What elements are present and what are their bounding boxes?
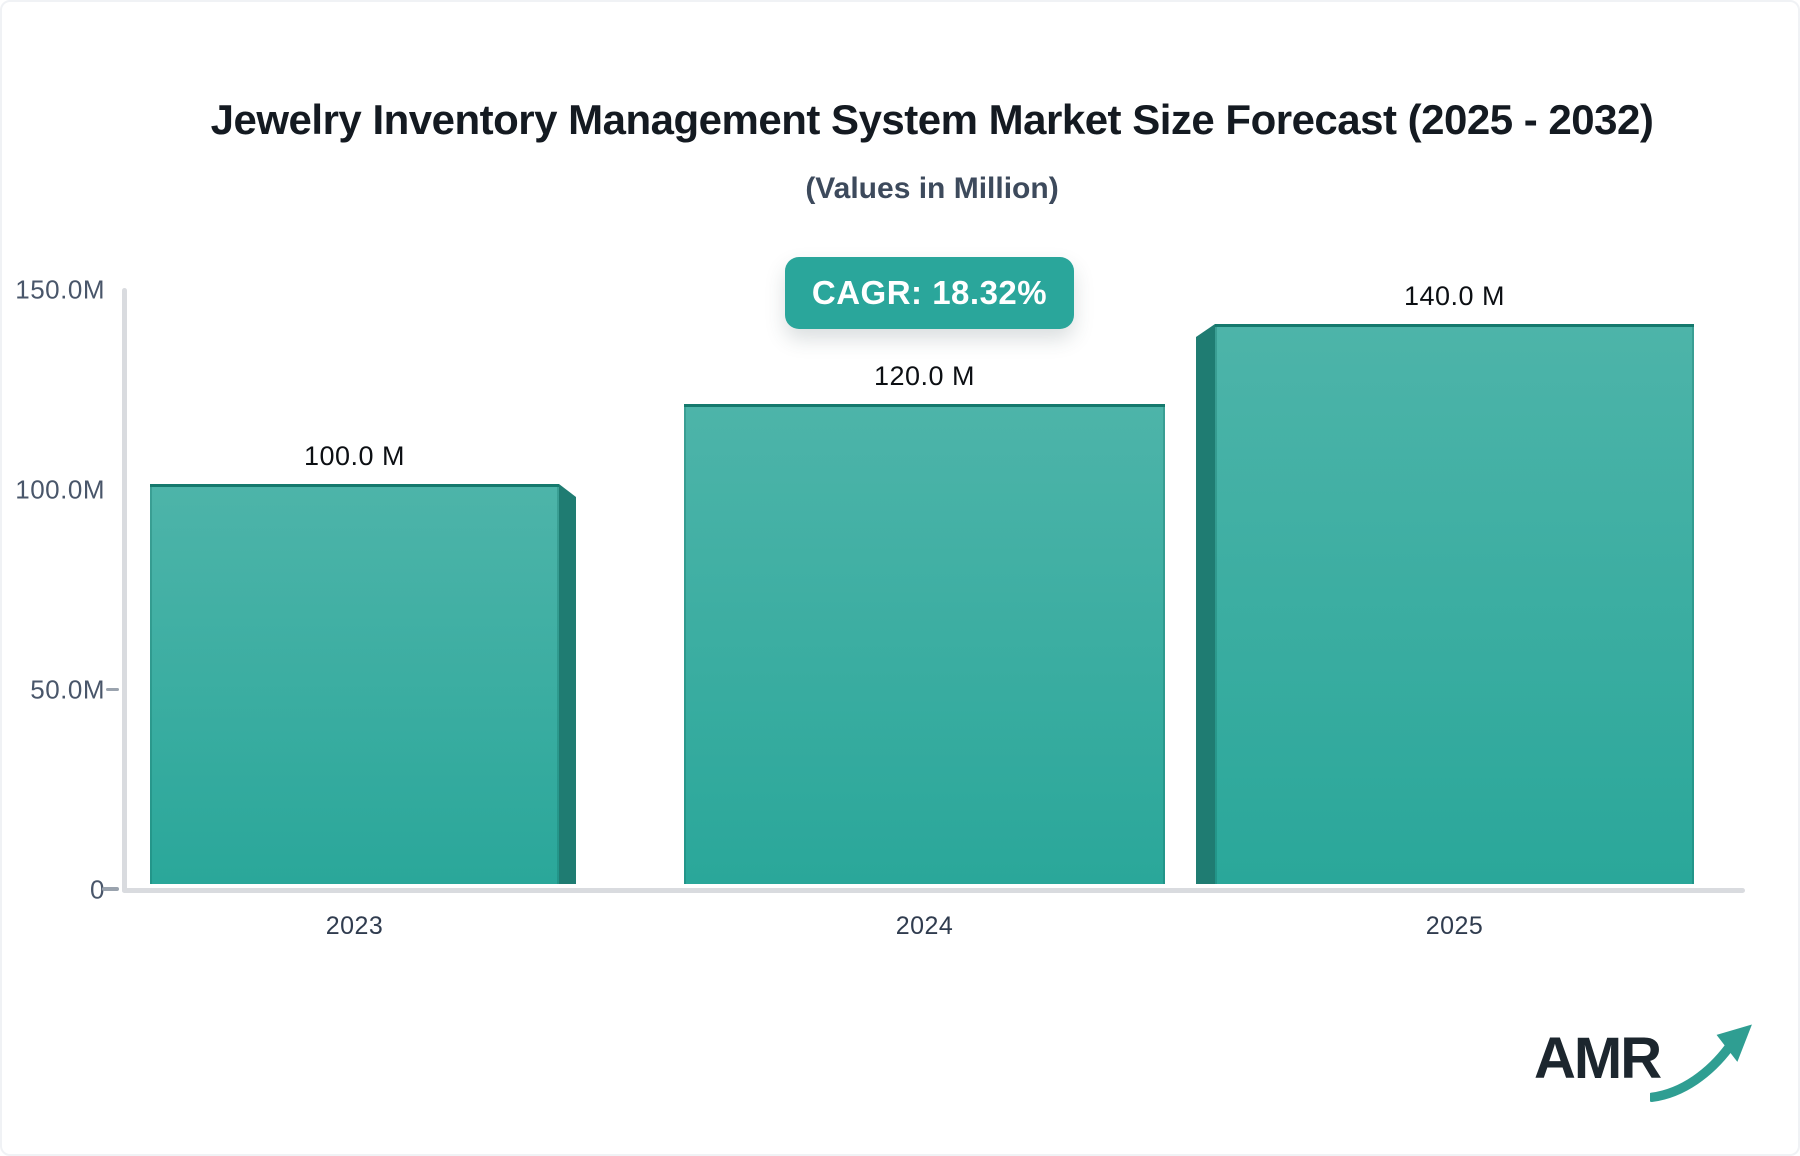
chart-subtitle: (Values in Million) — [805, 172, 1059, 205]
y-axis-line — [122, 288, 127, 893]
y-axis-tick-dash — [102, 887, 119, 891]
cagr-badge: CAGR: 18.32% — [785, 257, 1074, 329]
y-axis-tick-dash — [106, 688, 119, 691]
x-axis-category-label: 2025 — [1425, 912, 1484, 940]
y-axis-tick-label: 100.0M — [15, 474, 105, 505]
bar-2025-face[interactable] — [1215, 324, 1694, 884]
x-axis-category-label: 2024 — [895, 912, 954, 940]
bar-value-label: 100.0 M — [303, 441, 406, 471]
bar-2023[interactable]: 100.0 M 2023 — [150, 441, 576, 940]
bar-2024-face[interactable] — [684, 404, 1165, 884]
x-axis-line — [122, 888, 1745, 893]
growth-arrow-icon — [1650, 1024, 1753, 1102]
bar-3d-side — [1196, 324, 1215, 884]
bar-2025[interactable]: 140.0 M 2025 — [1196, 281, 1694, 940]
bar-value-label: 120.0 M — [873, 361, 976, 391]
bar-value-label: 140.0 M — [1403, 281, 1506, 311]
x-axis-category-label: 2023 — [325, 912, 384, 940]
amr-logo: AMR — [1534, 1024, 1754, 1106]
bar-2023-face[interactable] — [150, 484, 559, 884]
bar-2024[interactable]: 120.0 M 2024 — [684, 361, 1165, 940]
amr-logo-text: AMR — [1534, 1026, 1662, 1091]
y-axis-tick-label: 0 — [90, 874, 105, 905]
bar-3d-side — [559, 484, 576, 884]
chart-title: Jewelry Inventory Management System Mark… — [210, 96, 1654, 143]
y-axis-tick-label: 50.0M — [30, 674, 105, 705]
y-axis-tick-label: 150.0M — [15, 274, 105, 305]
